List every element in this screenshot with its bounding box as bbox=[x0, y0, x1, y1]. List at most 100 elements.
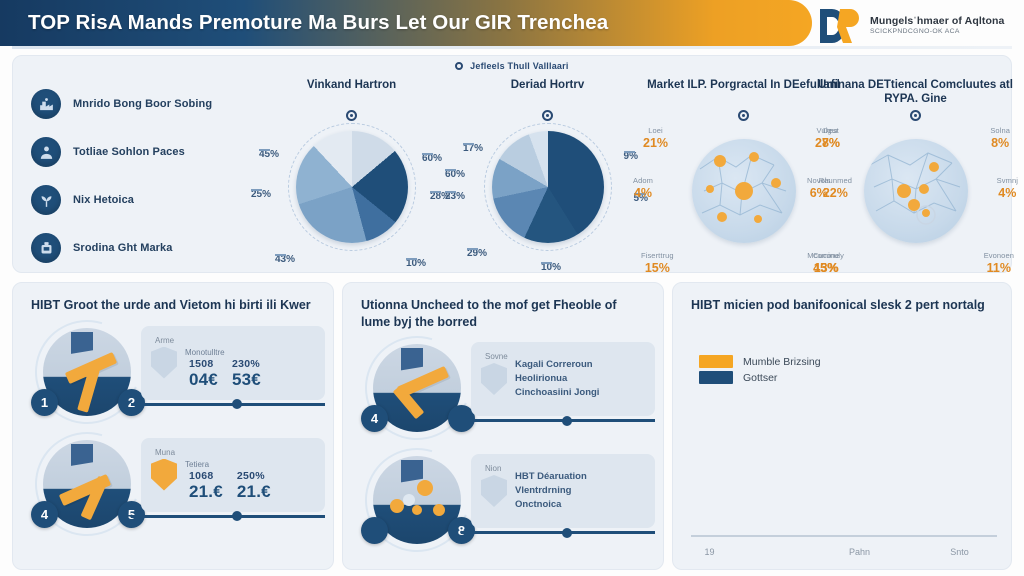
step-graphic: 1 2 bbox=[16, 301, 158, 442]
tool-handle-icon bbox=[80, 475, 109, 520]
bar-chart-xtick: Snto bbox=[950, 547, 969, 557]
pie-label: 25% bbox=[251, 189, 272, 200]
step-info-name: Arme bbox=[155, 335, 175, 345]
bar-chart-legend: Mumble Brizsing Gottser bbox=[699, 355, 821, 387]
process-detail-panel: Utionna Uncheed to the mof get Fheoble o… bbox=[342, 282, 664, 571]
list-item[interactable]: Srodina Ght Marka bbox=[31, 224, 256, 272]
metric-small-value: 230% bbox=[231, 357, 261, 370]
step-number[interactable]: 5 bbox=[118, 500, 145, 528]
step-number[interactable]: 4 bbox=[31, 500, 58, 528]
network-circle bbox=[863, 139, 968, 243]
gear-cluster-icon bbox=[390, 480, 445, 516]
pie-slices bbox=[491, 131, 604, 243]
chart-target-icon bbox=[542, 110, 553, 121]
step-info-card: Sovne Kagali Correroun Heolirionua Cinch… bbox=[471, 342, 655, 416]
process-step-row[interactable]: 4 5 Muna Tetiera 1068 21.€ 250% 21.€ bbox=[13, 413, 333, 554]
worker-icon bbox=[31, 137, 61, 167]
pie-label: 10% bbox=[541, 262, 562, 273]
metric-item: 1508 04€ bbox=[189, 358, 218, 390]
metric-small-value: 1068 bbox=[189, 469, 214, 482]
bar-chart-title: HIBT micien pod banifoonical slesk 2 per… bbox=[691, 298, 985, 312]
process-steps-title: HIBT Groot the urde and Vietom hi birti … bbox=[31, 298, 311, 312]
list-item-label: Totliae Sohlon Paces bbox=[73, 146, 185, 158]
chart-target-icon bbox=[738, 110, 749, 121]
bar-chart-panel: HIBT micien pod banifoonical slesk 2 per… bbox=[672, 282, 1012, 570]
logo-text-block: Mungelsˈhmaer of Aqltona SCICKPNDCGNO-OK… bbox=[870, 15, 1004, 37]
step-number[interactable] bbox=[361, 517, 388, 544]
bar-chart-bars bbox=[697, 347, 997, 535]
network-pattern-icon bbox=[699, 152, 786, 223]
pie-label: 9% bbox=[623, 151, 638, 162]
step-info-card: Muna Tetiera 1068 21.€ 250% 21.€ bbox=[141, 437, 325, 512]
step-number[interactable] bbox=[448, 405, 475, 432]
flag-icon bbox=[401, 460, 423, 483]
bar-chart-xtick: Pahn bbox=[848, 547, 871, 557]
process-step-row[interactable]: 4 Sovne Kagali Correroun Heolirionua Cin… bbox=[343, 317, 663, 459]
network-chart-2: Urfinana DETtiencal Comcluutes atl RYPA.… bbox=[807, 78, 1018, 275]
pie-label: 10% bbox=[405, 258, 426, 269]
chart-target-icon bbox=[346, 110, 357, 121]
pie-label: 23% bbox=[445, 191, 466, 202]
step-number[interactable]: 4 bbox=[361, 405, 388, 432]
step-graphic: 8 bbox=[346, 429, 488, 571]
network-label: Adom 4% bbox=[633, 176, 653, 200]
list-item[interactable]: Mnrido Bong Boor Sobing bbox=[31, 80, 256, 128]
list-item-label: Mnrido Bong Boor Sobing bbox=[73, 98, 213, 110]
legend-item[interactable]: Mumble Brizsing bbox=[699, 355, 821, 368]
top-overview-panel: Jefleels Thull Valllaari Mnrido Bong Boo… bbox=[12, 55, 1018, 275]
flag-icon bbox=[401, 348, 423, 371]
process-step-row[interactable]: 8 Nion HBT Déaruation Vlentrdrning Onctn… bbox=[343, 429, 663, 571]
shield-icon bbox=[151, 458, 177, 491]
step-number[interactable]: 2 bbox=[118, 388, 145, 416]
step-graphic: 4 bbox=[346, 317, 488, 459]
process-step-row[interactable]: 1 2 Arme Monotulltre 1508 04€ 230% 5 bbox=[13, 301, 333, 442]
flag-icon bbox=[71, 443, 93, 466]
pie-label: 43% bbox=[275, 254, 296, 265]
metric-item: 250% 21.€ bbox=[237, 470, 271, 502]
metric-big-value: 53€ bbox=[231, 369, 261, 389]
chart-target-icon bbox=[910, 110, 921, 121]
factory-icon bbox=[31, 89, 61, 119]
pie-chart-2: Deriad Hortrv 17% 9% 60% 23% 5% 29% 10% bbox=[445, 78, 650, 273]
bar-chart-xtick bbox=[747, 547, 772, 557]
list-item[interactable]: Totliae Sohlon Paces bbox=[31, 128, 256, 176]
process-detail-title: Utionna Uncheed to the mof get Fheoble o… bbox=[361, 298, 617, 329]
bar-chart-xtick bbox=[897, 547, 922, 557]
network-label: Solna 8% bbox=[990, 126, 1010, 150]
brand-logo: Mungelsˈhmaer of Aqltona SCICKPNDCGNO-OK… bbox=[816, 2, 1016, 50]
network-label: Dest 7% bbox=[821, 126, 840, 150]
pie-label: 60% bbox=[421, 153, 442, 164]
list-item[interactable]: Nix Hetoica bbox=[31, 176, 256, 224]
pie-chart-2-title: Deriad Hortrv bbox=[510, 79, 585, 91]
pie-label: 28% bbox=[429, 191, 450, 202]
pie-label: 17% bbox=[463, 143, 484, 154]
step-graphic: 4 5 bbox=[16, 413, 158, 554]
pie-label: 60% bbox=[445, 169, 466, 180]
metric-big-value: 04€ bbox=[189, 369, 218, 389]
legend-item[interactable]: Gottser bbox=[699, 371, 821, 384]
info-line: Kagali Correroun bbox=[515, 358, 593, 370]
metric-header: Tetiera bbox=[185, 459, 210, 469]
legend-swatch-navy bbox=[699, 371, 733, 384]
bar-chart-xtick bbox=[822, 547, 847, 557]
step-number[interactable]: 8 bbox=[448, 517, 475, 544]
network-label: Cucone 13% bbox=[813, 251, 840, 275]
bar-chart-xtick bbox=[972, 547, 997, 557]
page-header: TOP RisA Mands Premoture Ma Burs Let Our… bbox=[0, 0, 812, 46]
network-chart-1-graphic: Loei 21% Dest 7% Adom 4% Raunmed 22% Fis… bbox=[633, 121, 852, 274]
machine-icon bbox=[31, 233, 61, 263]
process-steps-panel: HIBT Groot the urde and Vietom hi birti … bbox=[12, 282, 334, 570]
info-line: HBT Déaruation bbox=[515, 470, 587, 482]
plant-icon bbox=[31, 185, 61, 215]
info-line: Onctnoica bbox=[515, 499, 562, 511]
metric-small-value: 1508 bbox=[189, 357, 214, 370]
bar-chart-xtick bbox=[872, 547, 897, 557]
network-label: Novols 6% bbox=[807, 176, 831, 200]
info-line: Heolirionua bbox=[515, 372, 568, 384]
bar-chart-axis bbox=[691, 535, 997, 537]
pie-outer-ring bbox=[287, 123, 416, 251]
step-connector-line bbox=[131, 511, 325, 521]
bar-chart-xtick bbox=[722, 547, 747, 557]
step-number[interactable]: 1 bbox=[31, 388, 58, 416]
